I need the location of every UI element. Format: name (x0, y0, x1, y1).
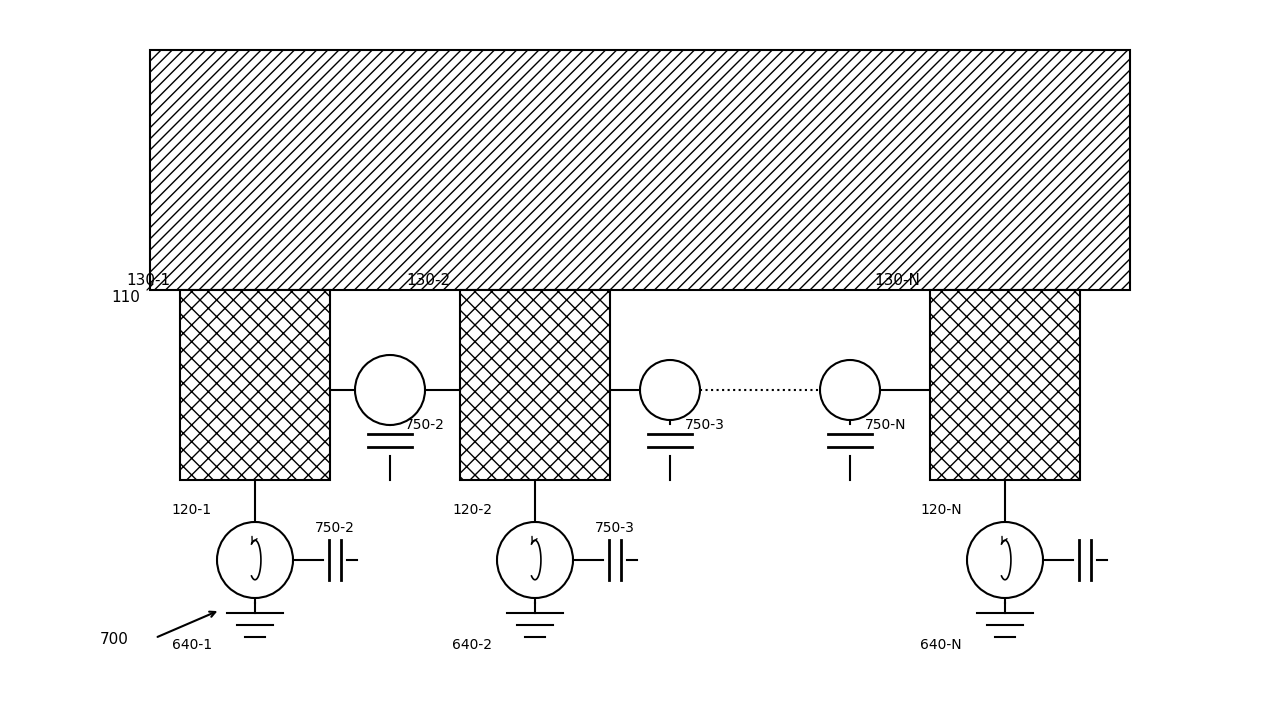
Text: 120-2: 120-2 (452, 503, 492, 517)
Bar (150, 50, 1130, 290)
Text: 700: 700 (100, 632, 129, 647)
Text: 750-2: 750-2 (315, 521, 355, 535)
Text: 640-N: 640-N (920, 638, 963, 652)
Text: 640-1: 640-1 (172, 638, 212, 652)
Circle shape (820, 360, 881, 420)
Text: 640-2: 640-2 (452, 638, 492, 652)
Text: 120-N: 120-N (920, 503, 963, 517)
Text: 120-1: 120-1 (172, 503, 212, 517)
Text: 130-1: 130-1 (125, 273, 170, 288)
Bar (931, 290, 1080, 480)
Circle shape (497, 522, 573, 598)
Bar (180, 290, 330, 480)
Text: 130-2: 130-2 (406, 273, 451, 288)
Circle shape (355, 355, 425, 425)
Text: 110: 110 (111, 290, 140, 305)
Circle shape (640, 360, 700, 420)
Text: 750-3: 750-3 (685, 418, 724, 432)
Text: 750-N: 750-N (865, 418, 906, 432)
Text: 750-3: 750-3 (595, 521, 635, 535)
Circle shape (218, 522, 293, 598)
Circle shape (966, 522, 1043, 598)
Bar (460, 290, 611, 480)
Text: 750-2: 750-2 (404, 418, 445, 432)
Text: 130-N: 130-N (874, 273, 920, 288)
